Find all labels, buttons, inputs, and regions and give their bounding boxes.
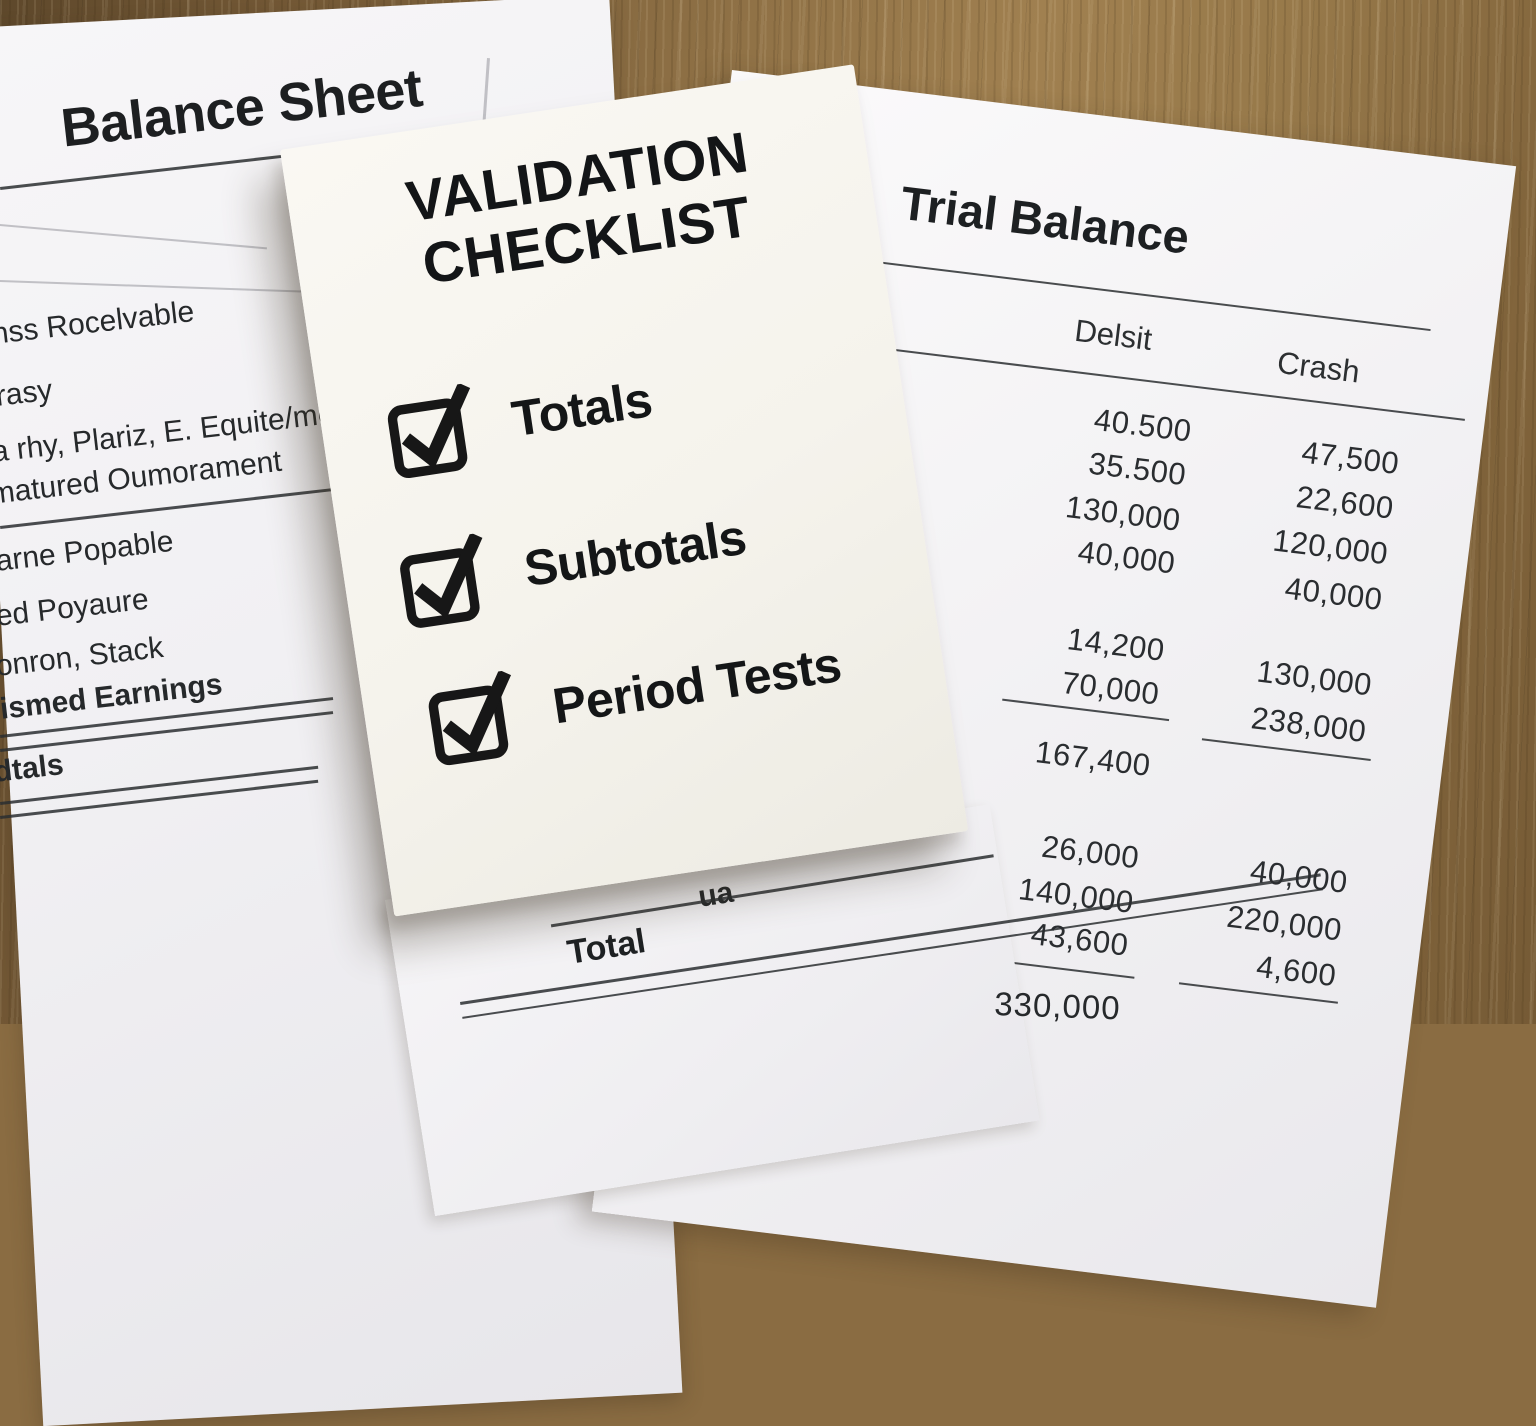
debit-subtotal-value: 167,400 [1033,734,1153,784]
checklist-item-label: Period Tests [549,636,845,735]
credit-value: 40,000 [1283,570,1385,618]
checked-checkbox-icon [420,669,528,781]
debit-value: 130,000 [1063,489,1183,538]
debit-value: 14,200 [1065,621,1167,668]
checklist-item-totals: Totals [379,356,659,494]
trial-balance-title: Trial Balance [897,175,1193,264]
checked-checkbox-icon [392,532,500,644]
checklist-item-label: Subtotals [520,508,750,598]
checked-checkbox-icon [379,382,487,494]
checklist-item-label: Totals [508,371,656,448]
credit-column-header: Crash [1275,344,1362,390]
checklist-title: VALIDATION CHECKLIST [286,104,878,316]
debit-column-header: Delsit [1072,312,1154,358]
validation-checklist-card: VALIDATION CHECKLIST Totals Subtotals [280,64,969,917]
credit-value: 22,600 [1294,479,1396,526]
debit-value: 40,000 [1075,533,1178,581]
credit-value: 130,000 [1254,653,1374,703]
credit-value: 120,000 [1271,522,1391,572]
debit-value: 40.500 [1092,401,1194,449]
credit-value: 220,000 [1224,898,1344,948]
credit-value: 47,500 [1299,434,1402,482]
balance-sheet-line-item: rasy [0,373,55,413]
credit-value: 238,000 [1249,700,1369,750]
trial-balance-rule [874,260,1431,332]
checklist-item-subtotals: Subtotals [392,494,754,644]
checklist-item-period-tests: Period Tests [420,621,848,781]
credit-value: 4,600 [1254,948,1339,994]
debit-value: 26,000 [1039,828,1142,876]
debit-value: 35.500 [1086,445,1189,493]
grand-total-value: 330,000 [993,985,1122,1027]
total-label: Total [564,922,649,972]
